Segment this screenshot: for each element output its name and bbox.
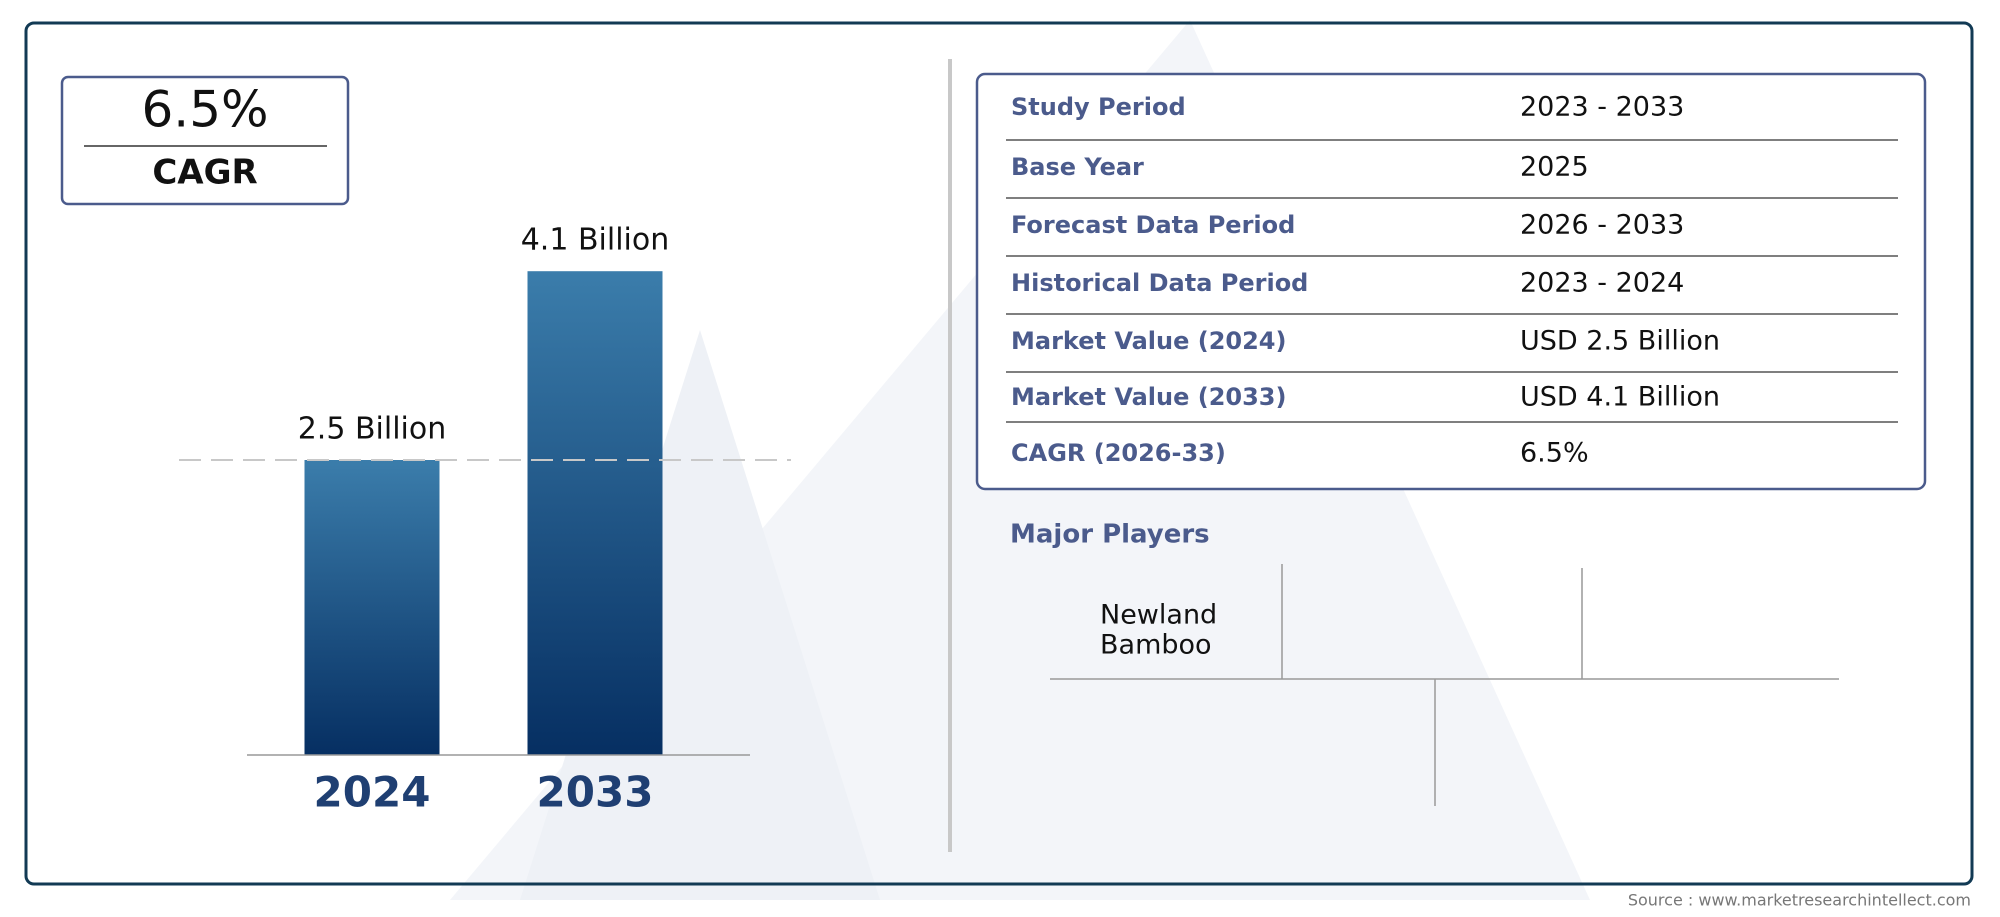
table-box <box>975 72 1927 491</box>
row-label: CAGR (2026-33) <box>1011 439 1226 467</box>
table: Study Period 2023 - 2033 Base Year 2025 Fore… <box>1006 92 1898 469</box>
row-value: USD 2.5 Billion <box>1520 326 1720 357</box>
background-logo <box>520 330 880 900</box>
row-label: Market Value (2024) <box>1011 327 1286 355</box>
bar-chart: 2.5 Billion 2024 4.1 Billion 2033 <box>179 223 791 817</box>
cagr-label: CAGR <box>152 153 257 193</box>
value-label: 2.5 Billion <box>298 412 447 447</box>
player-name: Bamboo <box>1100 630 1212 661</box>
row-value: 2026 - 2033 <box>1520 210 1684 241</box>
value-label: 4.1 Billion <box>521 223 670 258</box>
source: Source : www.marketresearchintellect.com <box>1628 891 1971 910</box>
row-value: 2025 <box>1520 152 1589 183</box>
x-tick-label: 2024 <box>314 768 431 817</box>
row-label: Historical Data Period <box>1011 269 1308 297</box>
bar <box>527 271 663 755</box>
frame <box>24 21 1974 886</box>
row-label: Forecast Data Period <box>1011 211 1295 239</box>
player-name: Newland <box>1100 600 1217 631</box>
row-label: Base Year <box>1011 153 1144 181</box>
row-value: 2023 - 2024 <box>1520 268 1684 299</box>
cagr-value: 6.5% <box>141 81 268 139</box>
bar <box>304 460 440 755</box>
row-value: 6.5% <box>1520 438 1589 469</box>
section-title: Major Players <box>1010 520 1210 550</box>
row-value: 2023 - 2033 <box>1520 92 1684 123</box>
x-tick-label: 2033 <box>537 768 654 817</box>
cagr-box <box>60 75 350 206</box>
row-label: Market Value (2033) <box>1011 383 1286 411</box>
row-value: USD 4.1 Billion <box>1520 382 1720 413</box>
row-label: Study Period <box>1011 93 1186 121</box>
